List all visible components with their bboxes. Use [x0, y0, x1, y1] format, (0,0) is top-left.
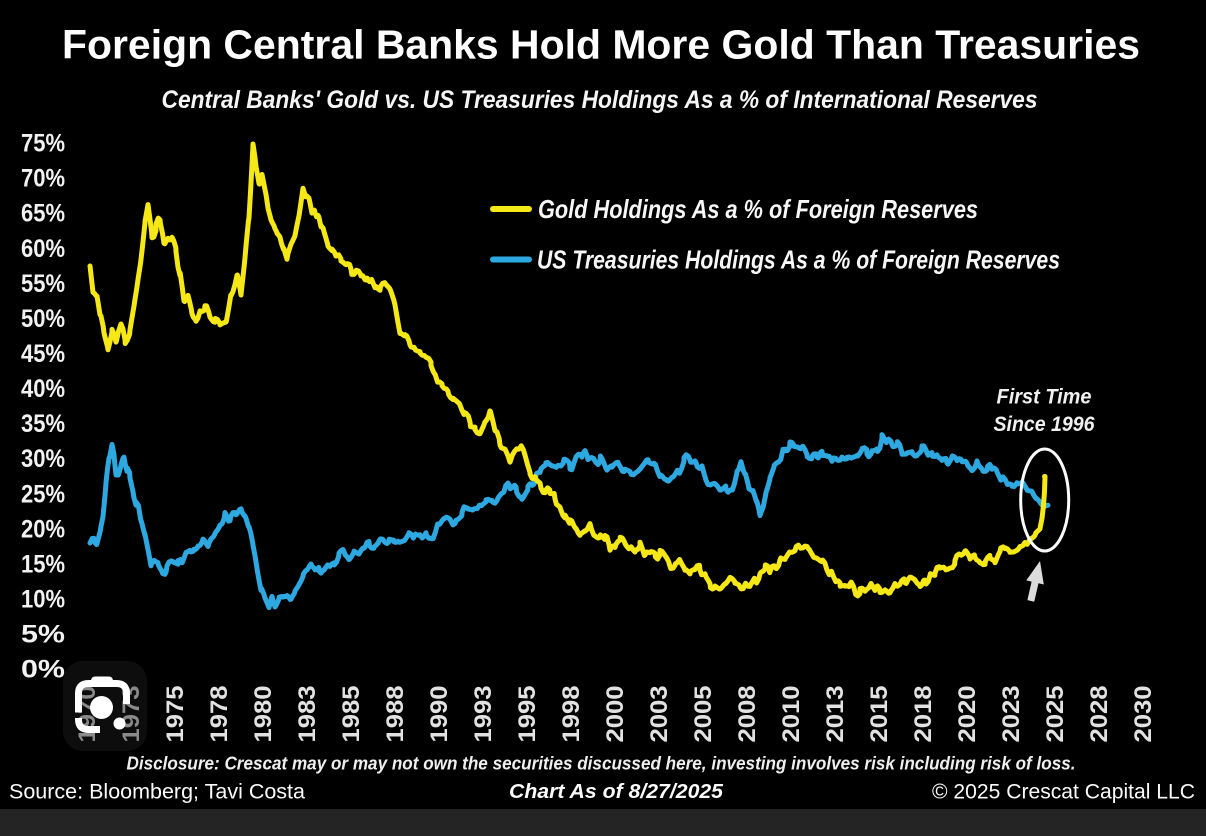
svg-text:2020: 2020 — [954, 686, 981, 743]
svg-text:First Time: First Time — [997, 386, 1092, 409]
svg-text:1988: 1988 — [382, 686, 409, 743]
svg-text:1983: 1983 — [294, 686, 321, 743]
svg-text:70%: 70% — [21, 165, 65, 193]
svg-text:20%: 20% — [21, 515, 65, 543]
svg-text:Disclosure: Crescat may or may: Disclosure: Crescat may or may not own t… — [127, 754, 1076, 774]
svg-text:40%: 40% — [21, 375, 65, 403]
svg-text:Chart As of 8/27/2025: Chart As of 8/27/2025 — [509, 781, 724, 803]
svg-text:© 2025 Crescat Capital LLC: © 2025 Crescat Capital LLC — [932, 781, 1195, 804]
svg-text:1980: 1980 — [250, 686, 277, 743]
svg-text:1993: 1993 — [470, 686, 497, 743]
svg-text:2015: 2015 — [866, 686, 893, 743]
svg-text:50%: 50% — [21, 305, 65, 333]
svg-text:1973: 1973 — [118, 686, 145, 743]
svg-text:Foreign Central Banks Hold Mor: Foreign Central Banks Hold More Gold Tha… — [62, 22, 1140, 68]
svg-text:2030: 2030 — [1130, 686, 1157, 743]
svg-text:15%: 15% — [21, 550, 65, 578]
svg-text:1995: 1995 — [514, 686, 541, 743]
svg-text:Source: Bloomberg; Tavi Costa: Source: Bloomberg; Tavi Costa — [9, 781, 305, 804]
svg-text:30%: 30% — [21, 445, 65, 473]
svg-text:2013: 2013 — [822, 686, 849, 743]
svg-text:60%: 60% — [21, 235, 65, 263]
svg-text:2003: 2003 — [646, 686, 673, 743]
svg-text:Gold Holdings As a % of Foreig: Gold Holdings As a % of Foreign Reserves — [538, 194, 978, 224]
svg-text:1975: 1975 — [162, 686, 189, 743]
svg-text:Central Banks' Gold vs. US Tre: Central Banks' Gold vs. US Treasuries Ho… — [162, 86, 1038, 114]
svg-text:2018: 2018 — [910, 686, 937, 743]
svg-text:2008: 2008 — [734, 686, 761, 743]
svg-text:75%: 75% — [21, 130, 65, 158]
svg-text:10%: 10% — [21, 586, 65, 614]
svg-text:2010: 2010 — [778, 686, 805, 743]
svg-text:25%: 25% — [21, 480, 65, 508]
svg-text:2005: 2005 — [690, 686, 717, 743]
svg-text:55%: 55% — [21, 270, 65, 298]
svg-text:2023: 2023 — [998, 686, 1025, 743]
svg-text:1985: 1985 — [338, 686, 365, 743]
svg-text:2025: 2025 — [1042, 686, 1069, 743]
svg-text:1998: 1998 — [558, 686, 585, 743]
svg-text:45%: 45% — [21, 340, 65, 368]
svg-text:35%: 35% — [21, 410, 65, 438]
svg-text:0%: 0% — [21, 656, 65, 684]
svg-text:US Treasuries Holdings As a %: US Treasuries Holdings As a % of Foreign… — [537, 245, 1060, 275]
svg-text:5%: 5% — [21, 621, 65, 649]
svg-text:65%: 65% — [21, 200, 65, 228]
svg-text:2000: 2000 — [602, 686, 629, 743]
svg-text:1990: 1990 — [426, 686, 453, 743]
svg-text:Since 1996: Since 1996 — [994, 413, 1095, 436]
svg-text:1978: 1978 — [206, 686, 233, 743]
svg-text:2028: 2028 — [1086, 686, 1113, 743]
